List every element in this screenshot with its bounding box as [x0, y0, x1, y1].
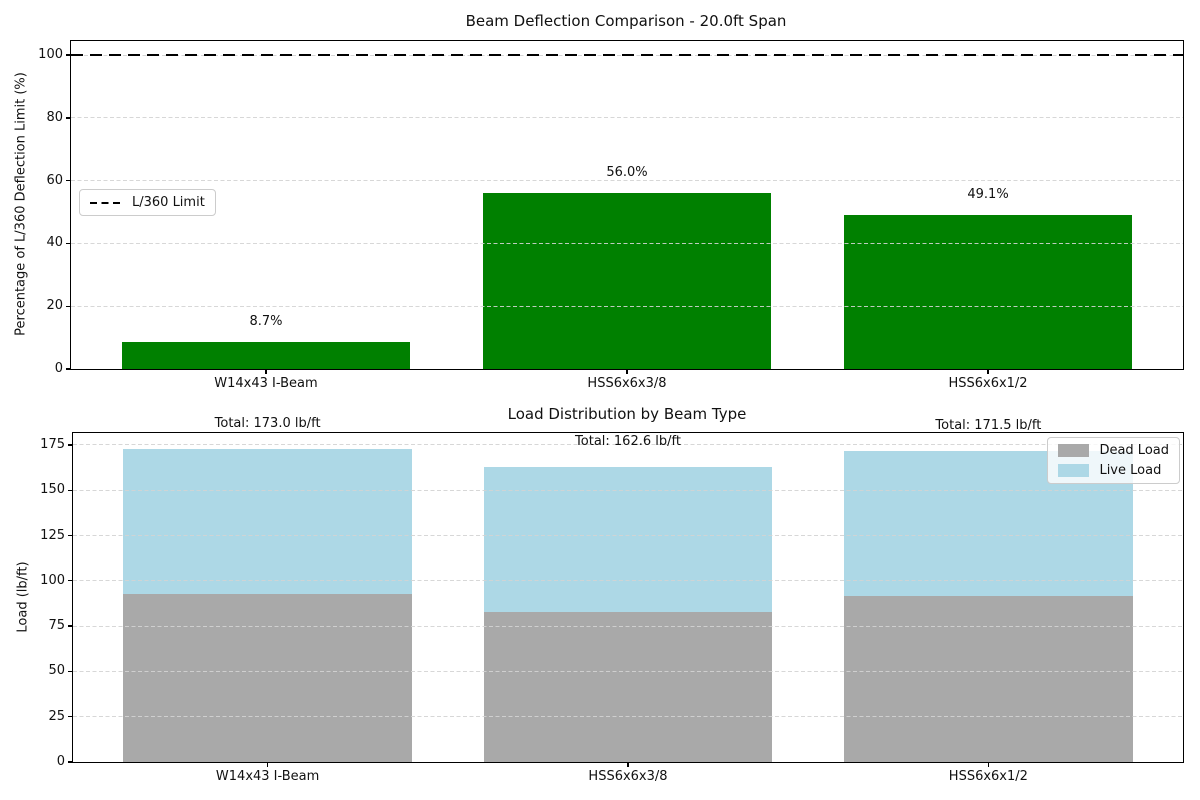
gridline: [73, 444, 1183, 446]
legend-label: Dead Load: [1099, 443, 1169, 458]
y-tick-label: 125: [40, 527, 65, 543]
x-tick-mark: [626, 370, 628, 375]
y-tick-mark: [68, 444, 72, 446]
y-tick-label: 150: [40, 482, 65, 498]
gridline: [73, 670, 1183, 672]
bar-value-label: 49.1%: [967, 186, 1009, 202]
y-tick-mark: [66, 180, 70, 182]
bar-segment-hss6x6x3-8: [483, 612, 773, 762]
bar-segment-w14x43-i-beam: [123, 593, 412, 762]
bar-value-label: 8.7%: [249, 313, 283, 329]
x-tick-mark: [987, 763, 990, 768]
gridline: [73, 716, 1183, 718]
y-tick-label: 80: [46, 109, 63, 125]
bar-value-label: Total: 171.5 lb/ft: [935, 418, 1042, 434]
deflection-chart-axes: L/360 Limit 8.7% W14x43 I-Beam 56.0% HSS6x6…: [38, 40, 1184, 391]
y-tick-mark: [68, 670, 72, 673]
bar-segment-hss6x6x1-2: [844, 596, 1133, 762]
y-tick-label: 40: [46, 235, 63, 251]
y-tick-label: 20: [46, 298, 63, 314]
y-tick-mark: [66, 368, 70, 370]
bar-segment-w14x43-i-beam: [121, 341, 411, 369]
x-tick-label: HSS6x6x1/2: [948, 769, 1028, 784]
x-tick-label: HSS6x6x3/8: [587, 376, 667, 391]
legend-label: Live Load: [1099, 463, 1162, 478]
x-tick-label: W14x43 I-Beam: [214, 376, 318, 391]
y-tick-label: 0: [56, 754, 65, 769]
y-tick-mark: [68, 716, 72, 718]
y-tick-mark: [66, 54, 70, 56]
y-tick-label: 100: [38, 47, 63, 63]
bar-segment-w14x43-i-beam: [123, 448, 412, 594]
legend-label: L/360 Limit: [132, 195, 205, 210]
bar-segment-hss6x6x1-2: [843, 214, 1133, 369]
gridline: [73, 535, 1183, 537]
live-load-swatch-icon: [1058, 464, 1090, 477]
gridline: [73, 489, 1183, 491]
bar-value-label: 56.0%: [606, 165, 648, 181]
x-tick-label: HSS6x6x3/8: [588, 769, 668, 784]
y-tick-mark: [66, 117, 70, 119]
y-tick-mark: [68, 489, 72, 491]
y-tick-mark: [68, 534, 72, 537]
l360-limit-line: [71, 54, 1183, 57]
y-tick-label: 25: [48, 708, 65, 724]
y-tick-mark: [68, 580, 72, 582]
load-chart-axes: Dead Load Live Load Total: 173.0 lb/ft W1…: [40, 416, 1184, 784]
y-tick-mark: [68, 761, 72, 763]
gridline: [73, 580, 1183, 582]
legend-entry-dead-load: Dead Load: [1058, 443, 1169, 458]
bar-value-label: Total: 173.0 lb/ft: [214, 415, 321, 431]
y-tick-mark: [66, 242, 70, 245]
x-tick-mark: [266, 763, 269, 768]
dashed-line-sample-icon: [90, 201, 122, 204]
y-tick-label: 0: [54, 361, 63, 376]
bar-value-label: Total: 162.6 lb/ft: [575, 434, 681, 450]
legend-entry-l360-limit: L/360 Limit: [90, 195, 205, 210]
deflection-chart-title: Beam Deflection Comparison - 20.0ft Span: [465, 12, 787, 30]
y-tick-mark: [66, 305, 70, 307]
gridline: [71, 305, 1183, 307]
x-tick-mark: [627, 763, 629, 768]
gridline: [71, 242, 1183, 244]
load-chart-title: Load Distribution by Beam Type: [507, 405, 747, 423]
bar-segment-hss6x6x3-8: [483, 467, 773, 613]
load-legend: Dead Load Live Load: [1047, 437, 1180, 484]
legend-entry-live-load: Live Load: [1058, 463, 1169, 478]
x-tick-label: HSS6x6x1/2: [948, 376, 1028, 391]
limit-line-legend: L/360 Limit: [79, 189, 216, 216]
y-tick-label: 100: [40, 572, 65, 588]
y-tick-mark: [68, 625, 72, 627]
x-tick-mark: [265, 370, 267, 375]
x-tick-mark: [987, 370, 989, 375]
x-tick-label: W14x43 I-Beam: [215, 769, 320, 784]
y-tick-label: 75: [48, 618, 65, 634]
gridline: [71, 180, 1183, 182]
gridline: [73, 625, 1183, 627]
y-tick-label: 50: [48, 663, 65, 679]
dead-load-swatch-icon: [1058, 444, 1090, 457]
y-tick-label: 175: [40, 436, 65, 452]
y-tick-label: 60: [46, 172, 63, 188]
gridline: [71, 117, 1183, 119]
bar-segment-hss6x6x3-8: [482, 193, 772, 369]
